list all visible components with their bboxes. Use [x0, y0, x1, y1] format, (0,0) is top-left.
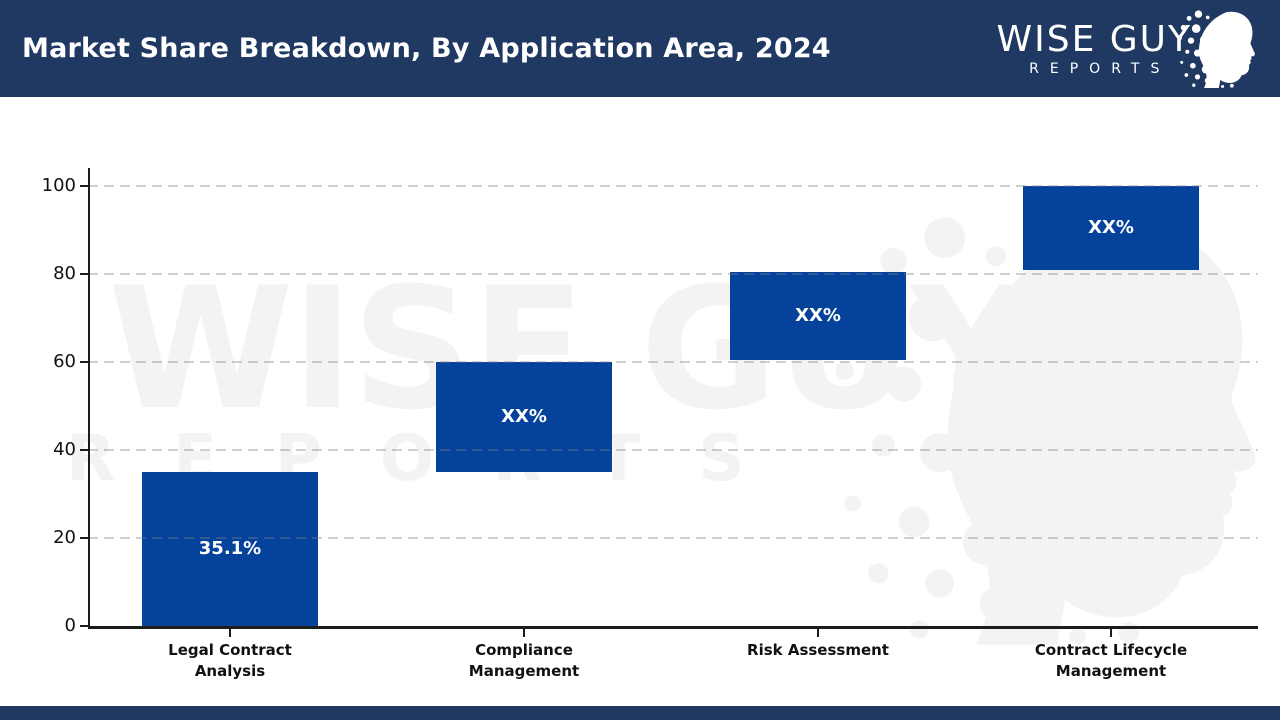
x-tick-3	[817, 629, 819, 637]
x-category-label: Compliance Management	[394, 640, 654, 682]
y-tick-20	[80, 537, 88, 539]
bar-3: XX%	[730, 271, 906, 360]
y-tick-0	[80, 625, 88, 627]
x-category-label: Risk Assessment	[688, 640, 948, 661]
bar-2: XX%	[436, 362, 612, 472]
wise-guy-logo: WISE GUY REPORTS	[996, 9, 1259, 88]
x-category-label-line: Contract Lifecycle	[1034, 641, 1188, 659]
footer-bar	[0, 706, 1280, 720]
bar-4: XX%	[1023, 186, 1199, 270]
bar-value-label: XX%	[795, 305, 841, 327]
x-category-label: Legal Contract Analysis	[100, 640, 360, 682]
gridline-100	[88, 185, 1258, 187]
header-bar: Market Share Breakdown, By Application A…	[0, 0, 1280, 97]
y-tick-label-60: 60	[53, 351, 76, 372]
x-category-label-line: Analysis	[194, 662, 266, 680]
y-tick-label-20: 20	[53, 527, 76, 548]
x-category-label: Contract Lifecycle Management	[981, 640, 1241, 682]
gridline-20	[88, 537, 1258, 539]
x-tick-2	[523, 629, 525, 637]
x-category-label-line: Legal Contract	[168, 641, 292, 659]
y-tick-60	[80, 361, 88, 363]
x-category-label-line: Compliance	[475, 641, 573, 659]
y-tick-100	[80, 185, 88, 187]
x-category-label-line: Management	[1055, 662, 1167, 680]
y-tick-80	[80, 273, 88, 275]
bar-value-label: XX%	[501, 406, 547, 428]
gridline-80	[88, 273, 1258, 275]
logo-text: WISE GUY REPORTS	[996, 18, 1193, 77]
y-tick-label-0: 0	[64, 615, 76, 636]
y-tick-label-40: 40	[53, 439, 76, 460]
y-tick-label-80: 80	[53, 263, 76, 284]
bar-value-label: XX%	[1088, 217, 1134, 239]
logo-subtitle: REPORTS	[1029, 60, 1171, 77]
x-category-label-line: Risk Assessment	[747, 641, 889, 659]
bar-1: 35.1%	[142, 471, 318, 626]
gridline-60	[88, 361, 1258, 363]
logo-wordmark: WISE GUY	[996, 18, 1192, 60]
y-tick-label-100: 100	[41, 175, 76, 196]
x-tick-4	[1110, 629, 1112, 637]
bar-value-label: 35.1%	[198, 538, 262, 560]
y-axis-line	[88, 168, 90, 628]
x-category-label-line: Management	[468, 662, 580, 680]
x-tick-1	[229, 629, 231, 637]
x-axis-line	[88, 626, 1258, 629]
page-title: Market Share Breakdown, By Application A…	[22, 33, 831, 64]
gridline-40	[88, 449, 1258, 451]
y-tick-40	[80, 449, 88, 451]
